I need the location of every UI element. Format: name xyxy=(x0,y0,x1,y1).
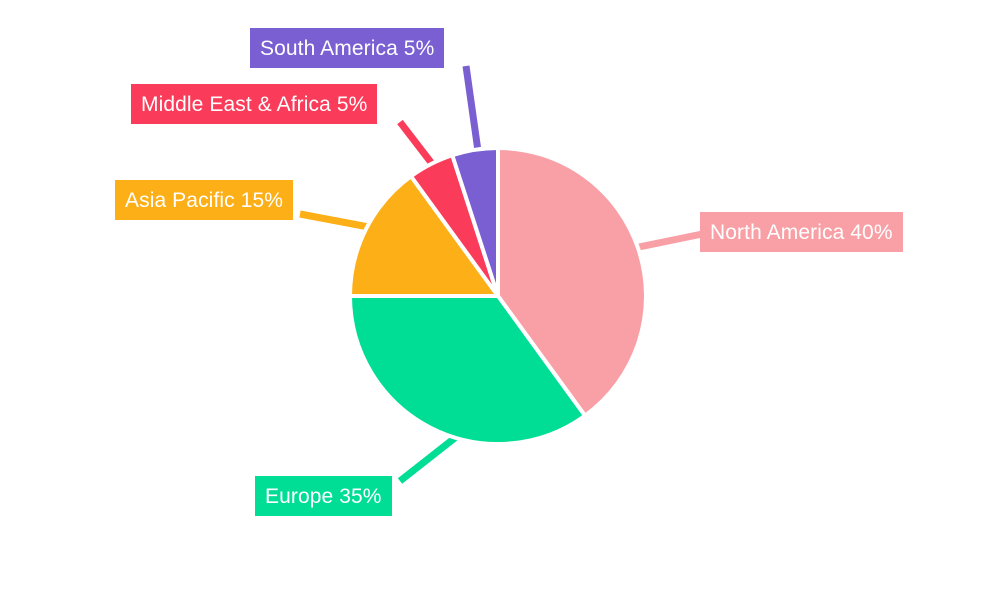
pie-slice-europe[interactable] xyxy=(348,294,587,446)
pie-label-south-america-text: South America 5% xyxy=(260,36,435,60)
leader-line-north-america xyxy=(633,228,713,252)
pie-slice-north-america[interactable] xyxy=(496,146,648,418)
pie-label-europe[interactable]: Europe 35% xyxy=(255,476,392,516)
pie-slice-south-america[interactable] xyxy=(450,146,500,298)
pie-slices xyxy=(348,146,648,446)
pie-slice-asia-pacific[interactable] xyxy=(348,174,500,298)
pie-label-middle-east-africa-text: Middle East & Africa 5% xyxy=(141,92,368,116)
pie-label-north-america[interactable]: North America 40% xyxy=(700,212,903,252)
pie-label-asia-pacific-text: Asia Pacific 15% xyxy=(125,188,284,212)
pie-label-middle-east-africa[interactable]: Middle East & Africa 5% xyxy=(131,84,378,124)
pie-label-europe-text: Europe 35% xyxy=(265,484,382,508)
leader-line-europe xyxy=(397,434,459,484)
pie-label-asia-pacific[interactable]: Asia Pacific 15% xyxy=(115,180,294,220)
pie-label-north-america-text: North America 40% xyxy=(710,220,893,244)
leader-line-asia-pacific xyxy=(299,210,375,232)
leader-line-south-america xyxy=(462,65,483,159)
pie-label-south-america[interactable]: South America 5% xyxy=(250,28,445,68)
